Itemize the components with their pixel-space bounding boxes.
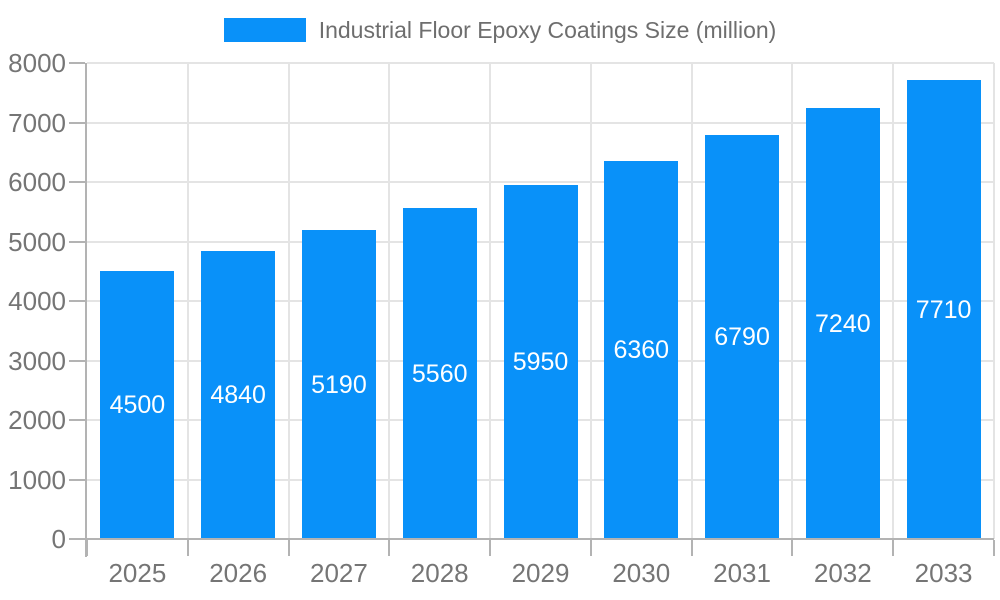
y-axis-tick <box>69 419 85 421</box>
y-axis-tick <box>69 538 85 540</box>
y-axis-tick <box>69 121 85 124</box>
x-axis-tick <box>791 540 794 556</box>
gridline-vertical <box>287 63 290 539</box>
bar-value-label: 7710 <box>915 295 972 324</box>
x-axis-label-2032: 2032 <box>813 558 872 588</box>
gridline-vertical <box>791 63 794 539</box>
x-axis-label-2026: 2026 <box>209 558 268 588</box>
y-axis-tick <box>69 240 85 243</box>
bar-value-label: 5190 <box>311 370 367 399</box>
y-axis-label: 1000 <box>8 464 66 495</box>
gridline-horizontal <box>87 62 994 64</box>
bar-2030[interactable]: 6360 <box>604 160 679 539</box>
x-axis-tick <box>287 540 290 556</box>
gridline-vertical <box>993 63 995 539</box>
x-axis-label-2025: 2025 <box>108 558 167 588</box>
x-axis-label-2029: 2029 <box>511 558 570 588</box>
y-axis-tick <box>69 478 85 481</box>
gridline-horizontal <box>87 181 994 183</box>
bar-value-label: 6360 <box>613 335 670 364</box>
x-axis-label-2031: 2031 <box>713 558 771 588</box>
y-axis-label: 2000 <box>8 405 66 435</box>
x-axis-tick <box>993 540 995 556</box>
gridline-vertical <box>690 63 693 539</box>
bar-value-label: 4840 <box>210 381 266 409</box>
gridline-vertical <box>489 63 492 539</box>
bar-2027[interactable]: 5190 <box>301 230 376 539</box>
bar-2032[interactable]: 7240 <box>805 108 880 539</box>
bar-2025[interactable]: 4500 <box>100 271 175 539</box>
x-axis-tick <box>86 540 88 556</box>
legend-item[interactable]: Industrial Floor Epoxy Coatings Size (mi… <box>0 16 1000 44</box>
x-axis-tick <box>892 540 895 556</box>
bar-2031[interactable]: 6790 <box>705 134 780 539</box>
legend-label: Industrial Floor Epoxy Coatings Size (mi… <box>318 17 777 43</box>
x-axis-tick <box>589 540 592 556</box>
bar-value-label: 6790 <box>714 322 770 351</box>
bar-value-label: 4500 <box>109 391 166 420</box>
bar-value-label: 5950 <box>512 347 569 376</box>
x-axis-tick <box>690 540 693 556</box>
gridline-vertical <box>892 63 895 539</box>
y-axis-line <box>85 63 87 557</box>
y-axis-label: 7000 <box>8 107 66 138</box>
bar-value-label: 5560 <box>411 359 468 388</box>
y-axis-label: 5000 <box>8 226 66 257</box>
y-axis-tick <box>69 62 85 64</box>
gridline-vertical <box>186 63 189 539</box>
y-axis-label: 6000 <box>8 167 66 197</box>
gridline-horizontal <box>87 121 994 124</box>
x-axis-line <box>87 538 994 540</box>
y-axis-tick <box>69 359 85 362</box>
bar-value-label: 7240 <box>815 309 871 338</box>
x-axis-tick <box>489 540 492 556</box>
x-axis-tick <box>388 540 391 556</box>
x-axis-label-2027: 2027 <box>310 558 368 588</box>
legend-swatch <box>223 18 306 42</box>
bar-2029[interactable]: 5950 <box>503 184 578 539</box>
y-axis-label: 0 <box>51 524 66 554</box>
x-axis-label-2028: 2028 <box>410 558 469 588</box>
gridline-vertical <box>589 63 592 539</box>
y-axis-label: 4000 <box>8 286 66 316</box>
y-axis-label: 8000 <box>8 48 66 78</box>
bar-2028[interactable]: 5560 <box>402 208 477 539</box>
bar-2026[interactable]: 4840 <box>201 251 276 539</box>
x-axis-label-2033: 2033 <box>914 558 973 588</box>
x-axis-label-2030: 2030 <box>612 558 671 588</box>
y-axis-tick <box>69 300 85 302</box>
y-axis-tick <box>69 181 85 183</box>
bar-2033[interactable]: 7710 <box>906 80 981 539</box>
x-axis-tick <box>186 540 189 556</box>
gridline-vertical <box>388 63 391 539</box>
y-axis-label: 3000 <box>8 345 66 376</box>
